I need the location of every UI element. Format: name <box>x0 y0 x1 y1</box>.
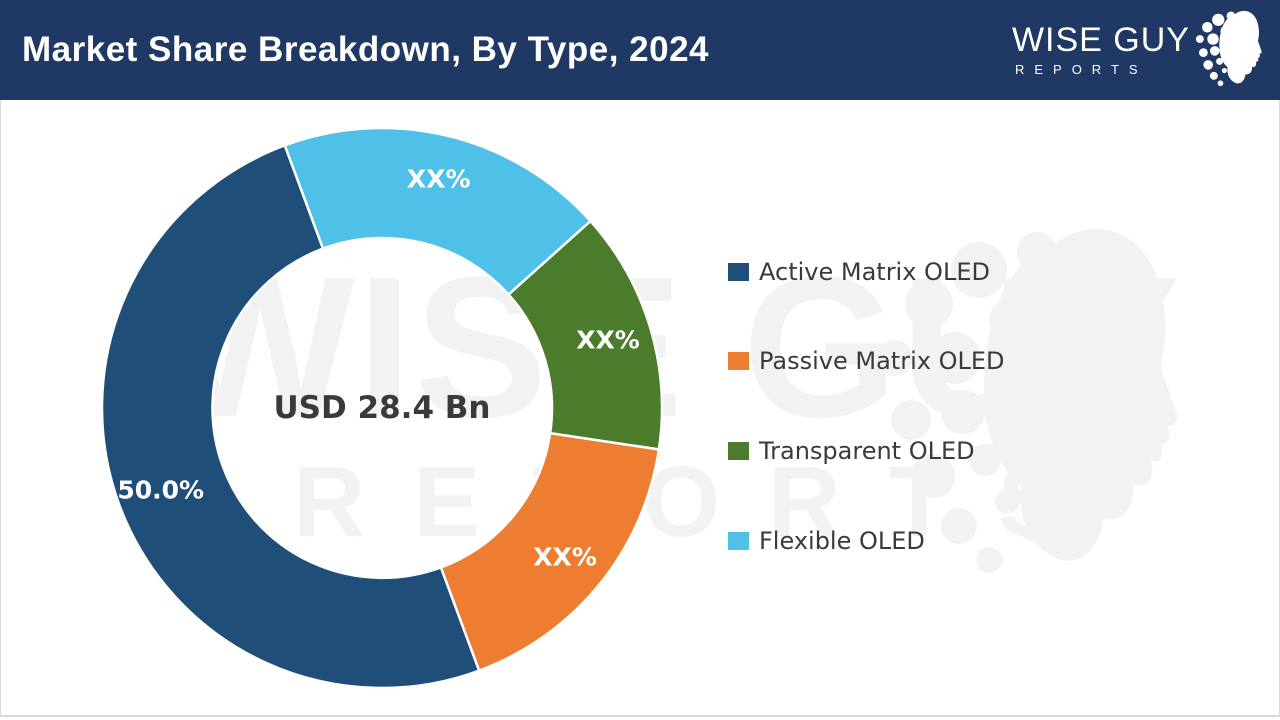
legend-swatch <box>728 352 749 370</box>
slice-percentage-label: XX% <box>533 542 597 571</box>
logo-face-icon <box>1195 10 1262 87</box>
slice-percentage-label: 50.0% <box>117 475 204 504</box>
legend-item: Transparent OLED <box>728 436 975 466</box>
legend-label: Transparent OLED <box>759 437 975 465</box>
donut-slice <box>100 144 481 690</box>
chart-area: WISE GUY REPORTS 50.0% XX% XX% XX% USD 28.4… <box>0 100 1280 717</box>
logo-title: WISE GUY <box>1011 21 1190 60</box>
legend-label: Passive Matrix OLED <box>759 347 1005 375</box>
logo-wordmark: WISE GUY REPORTS <box>1011 21 1190 77</box>
chart-center-value: USD 28.4 Bn <box>273 390 491 426</box>
legend-swatch <box>728 532 749 550</box>
slice-percentage-label: XX% <box>407 164 471 193</box>
donut-chart: 50.0% XX% XX% XX% <box>100 126 664 690</box>
legend-swatch <box>728 442 749 460</box>
legend-swatch <box>728 263 749 281</box>
donut-slice <box>439 431 661 672</box>
donut-slice <box>283 126 592 296</box>
page-title: Market Share Breakdown, By Type, 2024 <box>22 30 710 69</box>
legend-label: Flexible OLED <box>759 527 925 555</box>
logo-subtitle: REPORTS <box>1014 61 1148 77</box>
legend-item: Passive Matrix OLED <box>728 346 1004 376</box>
legend-item: Active Matrix OLED <box>728 257 990 287</box>
legend-label: Active Matrix OLED <box>759 258 990 286</box>
legend-item: Flexible OLED <box>728 526 925 556</box>
header: Market Share Breakdown, By Type, 2024 WI… <box>0 0 1280 100</box>
wise-guy-logo: WISE GUY REPORTS <box>1012 6 1262 94</box>
watermark-face-icon <box>877 229 1178 573</box>
slice-percentage-label: XX% <box>576 326 640 355</box>
